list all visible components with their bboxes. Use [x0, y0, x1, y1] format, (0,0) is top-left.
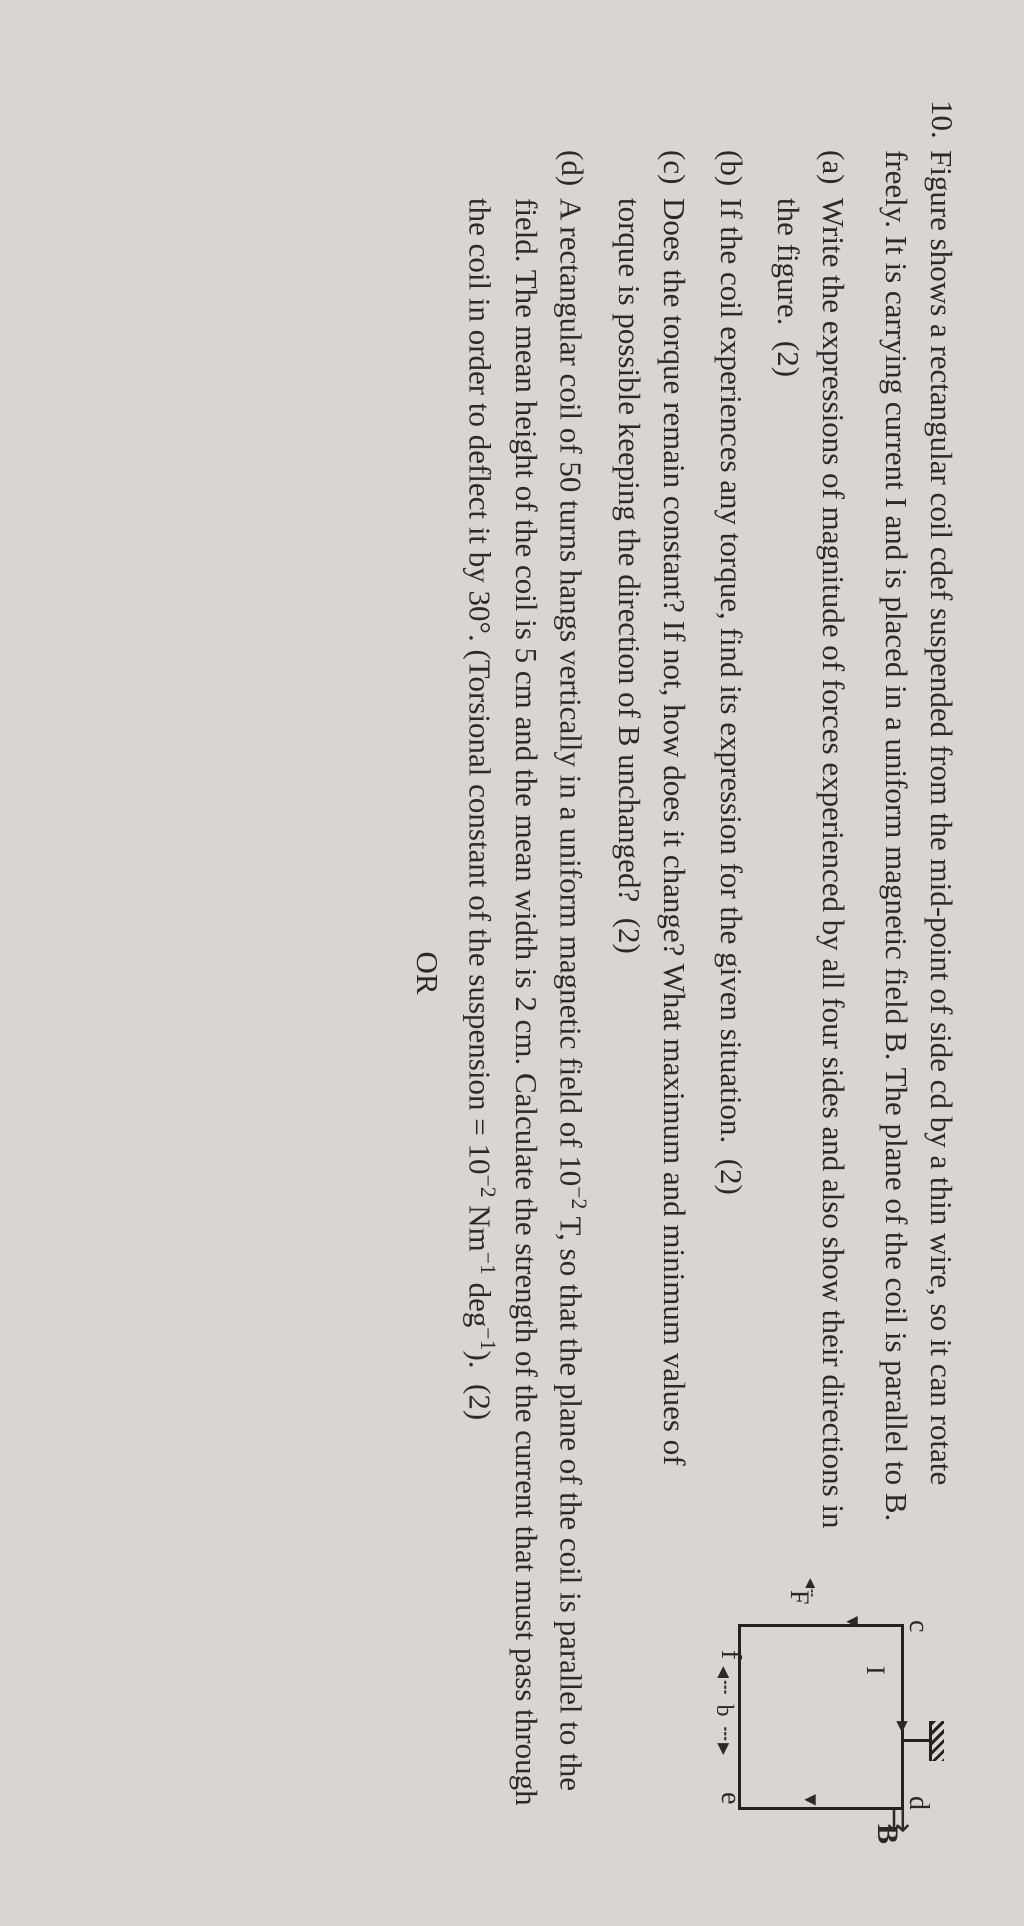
part-a: (a) Write the expressions of magnitude o…: [765, 150, 855, 1546]
part-c-marks: (2): [612, 918, 647, 954]
exp4: −1: [476, 1327, 500, 1350]
exp1: −2: [568, 1186, 592, 1209]
coil-figure: c d f e I B ⇉ ▸ ▴ ▾ F ◂┄ ◂┄ b ┄▸: [674, 1566, 944, 1846]
part-a-marks: (2): [771, 341, 806, 377]
exp2: −2: [476, 1174, 500, 1197]
force-arrow-icon: ◂┄: [799, 1578, 824, 1594]
support-hatch: [929, 1721, 944, 1761]
or-separator: OR: [409, 100, 445, 1846]
part-b-text: If the coil experiences any torque, find…: [708, 198, 753, 1546]
part-a-label: (a): [765, 150, 855, 198]
part-b: (b) If the coil experiences any torque, …: [708, 150, 753, 1546]
exam-page: c d f e I B ⇉ ▸ ▴ ▾ F ◂┄ ◂┄ b ┄▸ 10. Fig…: [0, 0, 1024, 1926]
vertex-label-e: e: [714, 1792, 746, 1804]
part-d-label: (d): [457, 150, 594, 198]
part-d-text: A rectangular coil of 50 turns hangs ver…: [457, 198, 594, 1846]
part-a-body: Write the expressions of magnitude of fo…: [771, 198, 851, 1529]
part-b-body: If the coil experiences any torque, find…: [714, 198, 749, 1143]
part-d: (d) A rectangular coil of 50 turns hangs…: [457, 150, 594, 1846]
part-a-text: Write the expressions of magnitude of fo…: [765, 198, 855, 1546]
part-d-mid2: Nm: [463, 1198, 498, 1252]
current-label: I: [860, 1666, 890, 1675]
width-b: b: [711, 1705, 737, 1719]
part-b-marks: (2): [714, 1159, 749, 1195]
part-d-mid3: deg: [463, 1275, 498, 1328]
part-c-label: (c): [607, 150, 697, 198]
current-arrow-right-icon: ▾: [798, 1794, 824, 1806]
current-arrow-top-icon: ▸: [890, 1721, 916, 1733]
current-arrow-left-icon: ▴: [838, 1616, 864, 1628]
part-c-body: Does the torque remain constant? If not,…: [612, 198, 692, 1466]
vertex-label-f: f: [714, 1650, 746, 1659]
part-d-end: ).: [463, 1350, 498, 1368]
part-b-label: (b): [708, 150, 753, 198]
part-d-marks: (2): [463, 1384, 498, 1420]
question-number: 10.: [919, 100, 964, 150]
rectangular-coil: [738, 1624, 904, 1810]
part-c-text: Does the torque remain constant? If not,…: [607, 198, 697, 1546]
part-d-pre: A rectangular coil of 50 turns hangs ver…: [554, 198, 589, 1186]
vertex-label-c: c: [902, 1620, 934, 1632]
field-arrows-icon: ⇉: [881, 1808, 916, 1833]
width-label: ◂┄ b ┄▸: [710, 1666, 739, 1757]
suspension-wire: [904, 1739, 930, 1742]
exp3: −1: [476, 1252, 500, 1275]
part-c: (c) Does the torque remain constant? If …: [607, 150, 697, 1546]
